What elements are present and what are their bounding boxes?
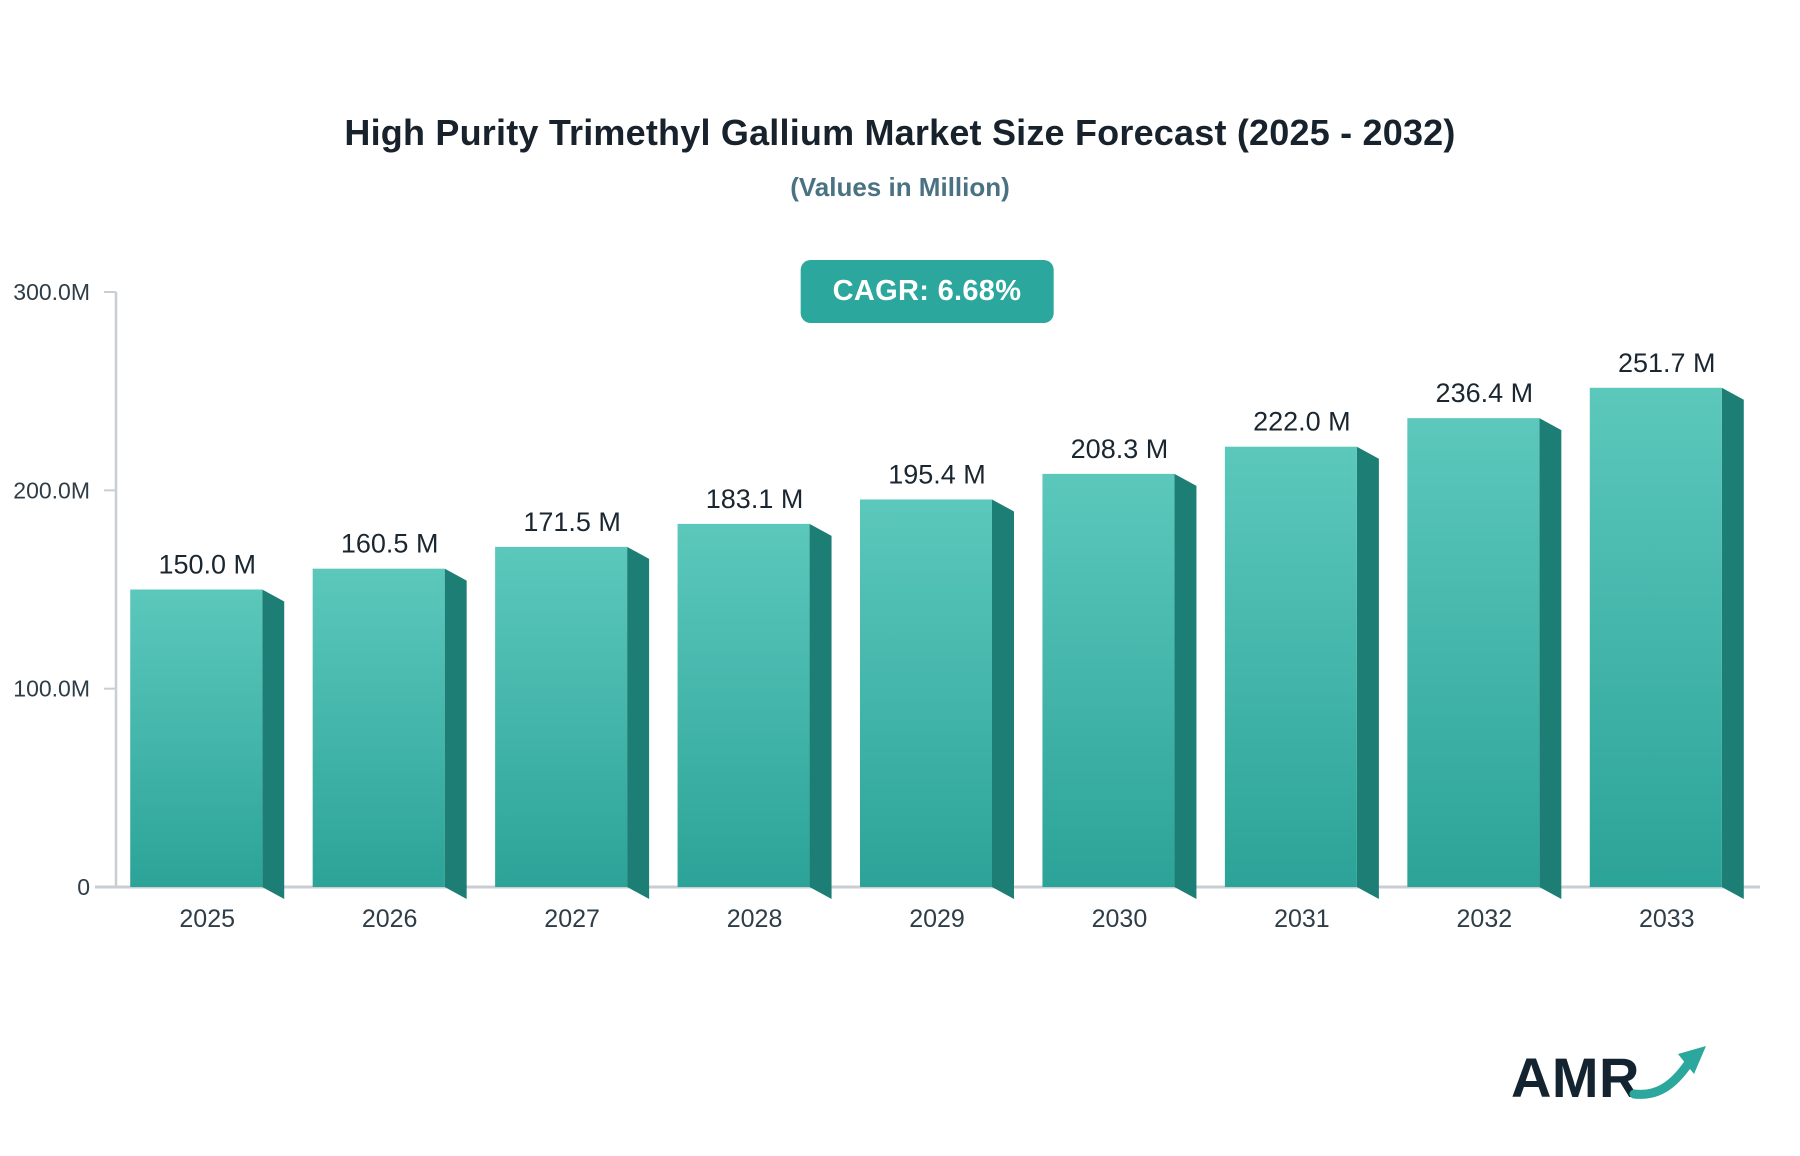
bar-value-label: 171.5 M [523, 507, 621, 537]
bar-front-face [677, 523, 810, 887]
bar-front-face [1407, 418, 1540, 887]
x-axis-label: 2025 [179, 905, 235, 933]
bar-front-face [312, 568, 445, 887]
bar-2030: 208.3 M 2030 [1042, 434, 1197, 933]
x-axis-label: 2029 [909, 905, 965, 933]
bar-side-face [262, 589, 285, 899]
bar-2032: 236.4 M 2032 [1407, 378, 1562, 933]
bar-2025: 150.0 M 2025 [130, 550, 285, 933]
bar-2027: 171.5 M 2027 [495, 507, 650, 933]
bar-value-label: 195.4 M [888, 459, 986, 489]
bar-side-face [1721, 387, 1744, 899]
bar-2029: 195.4 M 2029 [860, 459, 1014, 933]
chart-subtitle: (Values in Million) [790, 172, 1010, 202]
x-axis-label: 2027 [544, 905, 600, 933]
bar-value-label: 222.0 M [1253, 407, 1351, 437]
x-axis-label: 2032 [1457, 905, 1513, 933]
bar-front-face [130, 589, 263, 887]
chart-title: High Purity Trimethyl Gallium Market Siz… [344, 112, 1456, 153]
bar-side-face [1539, 418, 1562, 899]
bar-2033: 251.7 M 2033 [1589, 348, 1744, 933]
bar-2028: 183.1 M 2028 [677, 484, 832, 933]
amr-logo: AMR [1511, 1045, 1712, 1110]
bar-side-face [444, 568, 467, 899]
bar-value-label: 208.3 M [1071, 434, 1169, 464]
x-axis-label: 2026 [362, 905, 418, 933]
bar-front-face [1224, 446, 1357, 887]
bar-value-label: 236.4 M [1436, 378, 1534, 408]
bar-side-face [627, 546, 650, 899]
bar-2031: 222.0 M 2031 [1224, 407, 1379, 933]
x-axis-label: 2030 [1092, 905, 1148, 933]
amr-logo-text: AMR [1510, 1046, 1640, 1109]
y-axis-tick-label: 100.0M [13, 676, 90, 702]
bar-side-face [809, 523, 832, 899]
bar-value-label: 183.1 M [706, 484, 804, 514]
y-axis-tick-label: 200.0M [13, 477, 90, 503]
x-axis-label: 2033 [1639, 905, 1695, 933]
bar-front-face [1042, 473, 1175, 887]
x-axis-label: 2031 [1274, 905, 1330, 933]
bar-2026: 160.5 M 2026 [312, 529, 467, 933]
logo-arrow-icon [1629, 1045, 1706, 1099]
bar-front-face [1589, 387, 1722, 887]
x-axis-label: 2028 [727, 905, 783, 933]
bar-side-face [992, 499, 1014, 899]
bar-value-label: 160.5 M [341, 529, 439, 559]
y-axis-tick-label: 0 [77, 874, 90, 900]
bar-front-face [495, 546, 628, 887]
bar-front-face [860, 499, 992, 887]
bar-value-label: 251.7 M [1618, 348, 1716, 378]
bar-value-label: 150.0 M [158, 550, 256, 580]
cagr-badge: CAGR: 6.68% [800, 260, 1054, 323]
bar-side-face [1356, 446, 1379, 899]
y-axis-tick-label: 300.0M [13, 279, 90, 305]
bar-side-face [1174, 473, 1197, 899]
